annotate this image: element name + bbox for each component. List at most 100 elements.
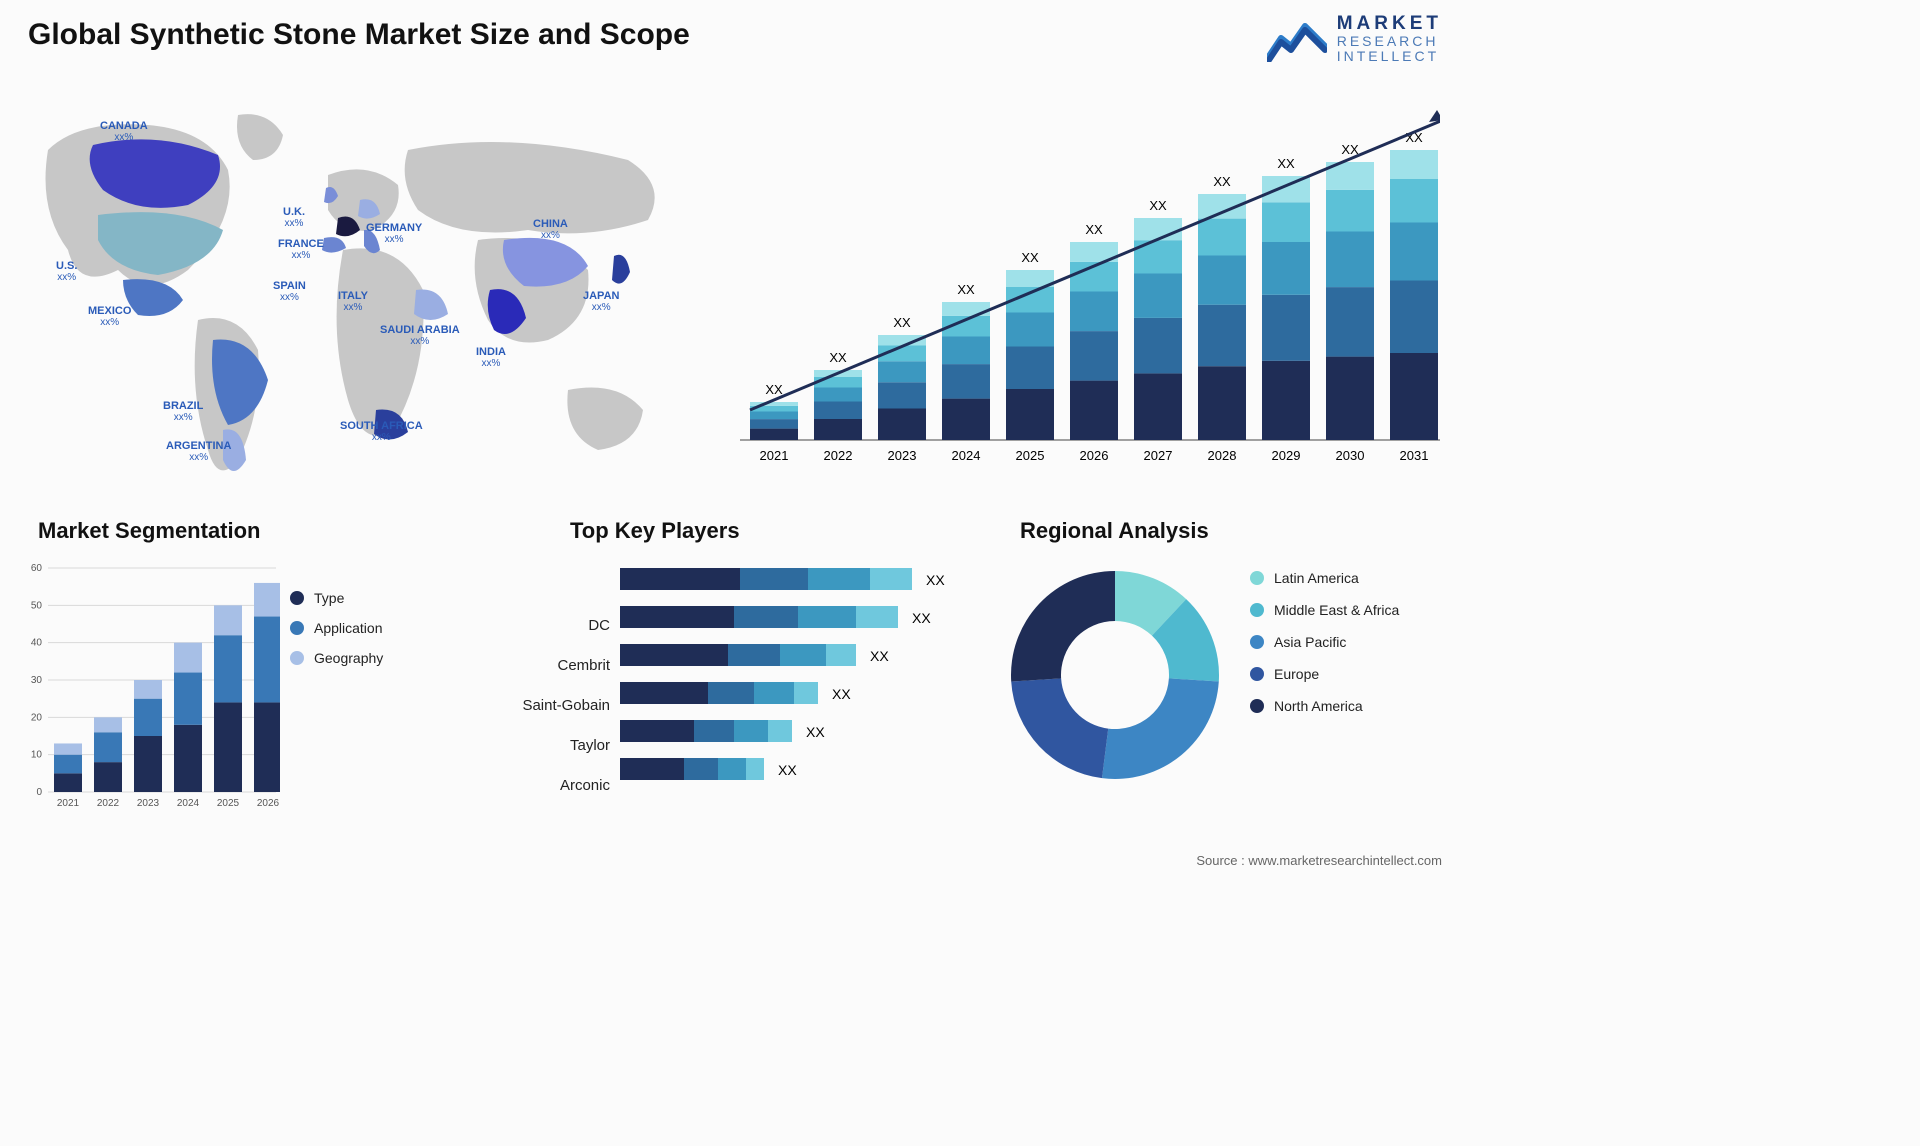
svg-text:40: 40 bbox=[31, 638, 43, 649]
map-label-spain: SPAINxx% bbox=[273, 280, 306, 303]
segmentation-legend-item: Application bbox=[290, 620, 383, 636]
logo-text-2: RESEARCH bbox=[1337, 34, 1442, 49]
logo-mark-icon bbox=[1267, 16, 1327, 62]
map-label-u-s-: U.S.xx% bbox=[56, 260, 77, 283]
map-label-germany: GERMANYxx% bbox=[366, 222, 422, 245]
map-label-canada: CANADAxx% bbox=[100, 120, 148, 143]
svg-text:XX: XX bbox=[1277, 156, 1295, 171]
svg-text:XX: XX bbox=[832, 686, 851, 702]
legend-dot-icon bbox=[1250, 603, 1264, 617]
svg-text:50: 50 bbox=[31, 600, 43, 611]
svg-text:XX: XX bbox=[912, 610, 931, 626]
player-label: Arconic bbox=[470, 766, 610, 806]
segmentation-title: Market Segmentation bbox=[38, 518, 261, 544]
svg-text:2026: 2026 bbox=[257, 798, 280, 809]
svg-text:XX: XX bbox=[765, 382, 783, 397]
page-title: Global Synthetic Stone Market Size and S… bbox=[28, 18, 690, 52]
player-label: Cembrit bbox=[470, 646, 610, 686]
legend-dot-icon bbox=[290, 591, 304, 605]
svg-text:2029: 2029 bbox=[1272, 448, 1301, 463]
regional-legend-item: North America bbox=[1250, 698, 1399, 714]
svg-text:2026: 2026 bbox=[1080, 448, 1109, 463]
svg-text:2030: 2030 bbox=[1336, 448, 1365, 463]
legend-dot-icon bbox=[1250, 571, 1264, 585]
map-label-japan: JAPANxx% bbox=[583, 290, 619, 313]
regional-legend-item: Europe bbox=[1250, 666, 1399, 682]
svg-text:2024: 2024 bbox=[952, 448, 981, 463]
svg-text:2025: 2025 bbox=[217, 798, 240, 809]
legend-dot-icon bbox=[290, 621, 304, 635]
legend-dot-icon bbox=[1250, 699, 1264, 713]
map-label-brazil: BRAZILxx% bbox=[163, 400, 203, 423]
map-label-argentina: ARGENTINAxx% bbox=[166, 440, 231, 463]
svg-text:2021: 2021 bbox=[57, 798, 80, 809]
svg-text:XX: XX bbox=[957, 282, 975, 297]
brand-logo: MARKET RESEARCH INTELLECT bbox=[1267, 14, 1442, 63]
logo-text-1: MARKET bbox=[1337, 14, 1442, 34]
svg-text:XX: XX bbox=[893, 315, 911, 330]
map-label-italy: ITALYxx% bbox=[338, 290, 368, 313]
svg-text:XX: XX bbox=[829, 350, 847, 365]
regional-donut-chart bbox=[1000, 560, 1230, 790]
svg-text:2027: 2027 bbox=[1144, 448, 1173, 463]
svg-text:20: 20 bbox=[31, 712, 43, 723]
svg-text:XX: XX bbox=[1213, 174, 1231, 189]
player-label: Taylor bbox=[470, 726, 610, 766]
svg-text:60: 60 bbox=[31, 563, 43, 574]
map-label-u-k-: U.K.xx% bbox=[283, 206, 305, 229]
legend-label: Application bbox=[314, 620, 383, 636]
segmentation-chart: 0 10 20 30 40 50 60 2021 2022 2023 2024 2025 2026 bbox=[20, 556, 280, 816]
world-map: CANADAxx% U.S.xx% MEXICOxx% BRAZILxx% ARGENT… bbox=[28, 90, 688, 490]
map-label-saudi-arabia: SAUDI ARABIAxx% bbox=[380, 324, 460, 347]
segmentation-legend: Type Application Geography bbox=[290, 590, 383, 680]
player-label: DC bbox=[470, 606, 610, 646]
svg-text:2031: 2031 bbox=[1400, 448, 1429, 463]
players-title: Top Key Players bbox=[570, 518, 740, 544]
segmentation-legend-item: Geography bbox=[290, 650, 383, 666]
legend-label: Middle East & Africa bbox=[1274, 602, 1399, 618]
svg-text:XX: XX bbox=[926, 572, 945, 588]
players-labels: DCCembritSaint-GobainTaylorArconic bbox=[470, 606, 610, 806]
svg-text:XX: XX bbox=[1149, 198, 1167, 213]
svg-text:10: 10 bbox=[31, 750, 43, 761]
legend-dot-icon bbox=[290, 651, 304, 665]
map-label-china: CHINAxx% bbox=[533, 218, 568, 241]
svg-text:2023: 2023 bbox=[137, 798, 160, 809]
legend-dot-icon bbox=[1250, 667, 1264, 681]
svg-text:2024: 2024 bbox=[177, 798, 200, 809]
svg-text:2022: 2022 bbox=[824, 448, 853, 463]
map-label-india: INDIAxx% bbox=[476, 346, 506, 369]
svg-text:XX: XX bbox=[870, 648, 889, 664]
logo-text-3: INTELLECT bbox=[1337, 49, 1442, 64]
svg-text:2028: 2028 bbox=[1208, 448, 1237, 463]
map-label-south-africa: SOUTH AFRICAxx% bbox=[340, 420, 423, 443]
legend-label: Geography bbox=[314, 650, 383, 666]
regional-legend-item: Asia Pacific bbox=[1250, 634, 1399, 650]
svg-text:XX: XX bbox=[806, 724, 825, 740]
map-label-mexico: MEXICOxx% bbox=[88, 305, 131, 328]
svg-text:2023: 2023 bbox=[888, 448, 917, 463]
player-label: Saint-Gobain bbox=[470, 686, 610, 726]
svg-text:0: 0 bbox=[36, 787, 42, 798]
regional-legend-item: Middle East & Africa bbox=[1250, 602, 1399, 618]
segmentation-legend-item: Type bbox=[290, 590, 383, 606]
svg-text:2021: 2021 bbox=[760, 448, 789, 463]
legend-label: North America bbox=[1274, 698, 1363, 714]
svg-text:2022: 2022 bbox=[97, 798, 120, 809]
regional-legend-item: Latin America bbox=[1250, 570, 1399, 586]
legend-label: Asia Pacific bbox=[1274, 634, 1346, 650]
regional-legend: Latin America Middle East & Africa Asia Pa… bbox=[1250, 570, 1399, 730]
legend-label: Latin America bbox=[1274, 570, 1359, 586]
map-label-france: FRANCExx% bbox=[278, 238, 324, 261]
svg-text:XX: XX bbox=[1085, 222, 1103, 237]
players-chart: XX XX XX XX XX XX bbox=[620, 560, 960, 820]
svg-text:2025: 2025 bbox=[1016, 448, 1045, 463]
regional-title: Regional Analysis bbox=[1020, 518, 1209, 544]
svg-text:30: 30 bbox=[31, 675, 43, 686]
legend-label: Europe bbox=[1274, 666, 1319, 682]
svg-text:XX: XX bbox=[1021, 250, 1039, 265]
source-attribution: Source : www.marketresearchintellect.com bbox=[1196, 853, 1442, 868]
legend-dot-icon bbox=[1250, 635, 1264, 649]
svg-text:XX: XX bbox=[778, 762, 797, 778]
market-growth-chart: XX 2021 XX 2022 XX 2023 XX 2024 XX 2025 XX 2026 XX 20… bbox=[740, 100, 1440, 480]
